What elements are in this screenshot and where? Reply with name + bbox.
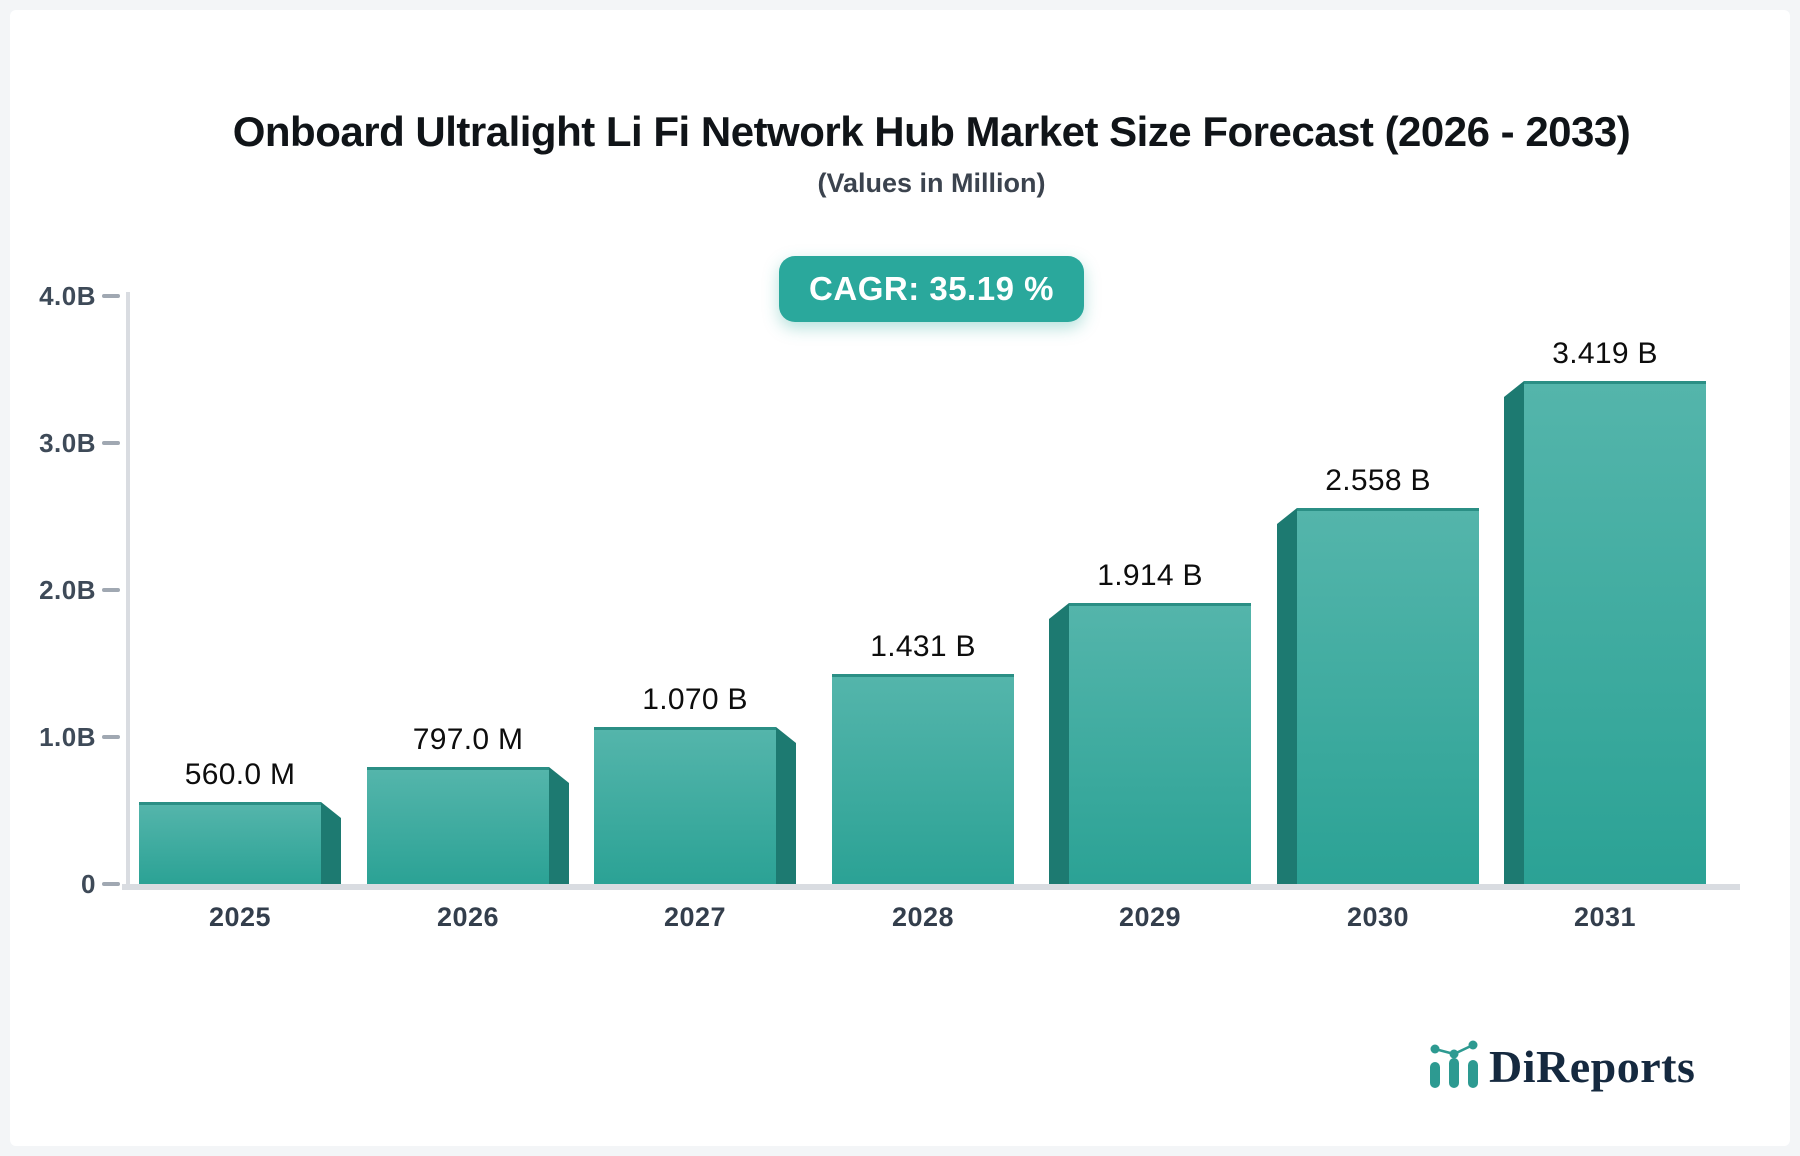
value-label-2029: 1.914 B bbox=[1097, 559, 1203, 592]
x-tick-label-2027: 2027 bbox=[663, 902, 727, 932]
value-label-2026: 797.0 M bbox=[412, 723, 524, 756]
bar-2027[interactable] bbox=[594, 727, 776, 884]
bar-2028[interactable] bbox=[832, 674, 1014, 884]
mini-bar-line-chart-icon bbox=[1430, 1040, 1478, 1088]
chart-card bbox=[10, 10, 1790, 1146]
chart-title: Onboard Ultralight Li Fi Network Hub Mar… bbox=[232, 108, 1631, 155]
x-tick-label-2028: 2028 bbox=[891, 902, 955, 932]
y-tick-label-2.0B: 2.0B bbox=[39, 575, 96, 605]
x-tick-label-2025: 2025 bbox=[208, 902, 272, 932]
x-tick-label-2029: 2029 bbox=[1118, 902, 1182, 932]
y-tick-label-0: 0 bbox=[81, 869, 96, 899]
chart-subtitle: (Values in Million) bbox=[817, 168, 1046, 198]
brand-logo: DiReports bbox=[1428, 1040, 1696, 1092]
value-label-2031: 3.419 B bbox=[1552, 337, 1658, 370]
y-tick-dash-4.0B bbox=[102, 294, 120, 298]
bar-2029-side[interactable] bbox=[1049, 603, 1069, 884]
cagr-badge-wrap: CAGR: 35.19 % bbox=[126, 256, 1737, 322]
cagr-badge: CAGR: 35.19 % bbox=[779, 256, 1084, 322]
value-label-2028: 1.431 B bbox=[870, 630, 976, 663]
bar-2027-side[interactable] bbox=[776, 727, 796, 884]
bar-2030-side[interactable] bbox=[1277, 508, 1297, 884]
x-tick-label-2030: 2030 bbox=[1346, 902, 1410, 932]
y-tick-label-1.0B: 1.0B bbox=[39, 722, 96, 752]
bar-2031[interactable] bbox=[1524, 381, 1706, 884]
y-tick-dash-1.0B bbox=[102, 735, 120, 739]
y-tick-label-4.0B: 4.0B bbox=[39, 281, 96, 311]
x-axis-baseline bbox=[122, 884, 1740, 890]
x-tick-label-2031: 2031 bbox=[1573, 902, 1637, 932]
y-tick-label-3.0B: 3.0B bbox=[39, 428, 96, 458]
value-label-2025: 560.0 M bbox=[184, 758, 296, 791]
y-tick-dash-2.0B bbox=[102, 588, 120, 592]
y-tick-dash-3.0B bbox=[102, 441, 120, 445]
y-axis-line bbox=[126, 292, 130, 890]
y-tick-dash-0 bbox=[102, 882, 120, 886]
value-label-2030: 2.558 B bbox=[1325, 464, 1431, 497]
bar-2025-side[interactable] bbox=[321, 802, 341, 884]
bar-2029[interactable] bbox=[1069, 603, 1251, 884]
bar-2031-side[interactable] bbox=[1504, 381, 1524, 884]
value-label-2027: 1.070 B bbox=[642, 683, 748, 716]
bar-2030[interactable] bbox=[1297, 508, 1479, 884]
bar-2026-side[interactable] bbox=[549, 767, 569, 884]
brand-name: DiReports bbox=[1489, 1041, 1696, 1092]
bar-2025[interactable] bbox=[139, 802, 321, 884]
x-tick-label-2026: 2026 bbox=[436, 902, 500, 932]
bar-2026[interactable] bbox=[367, 767, 549, 884]
